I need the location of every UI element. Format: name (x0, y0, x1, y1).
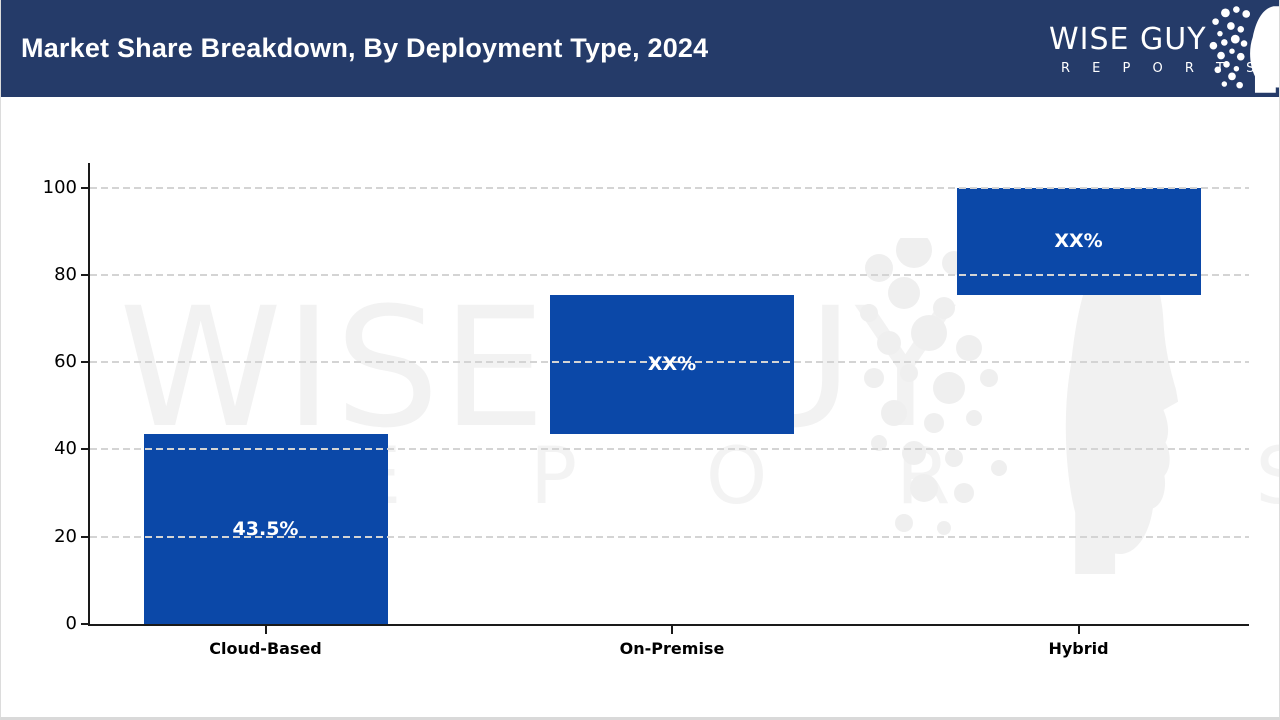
logo-subtext: R E P O R T S (1061, 61, 1264, 76)
y-tick-label: 100 (42, 176, 77, 198)
x-axis-spine (88, 624, 1249, 626)
watermark-wordmark: WISE GUY (119, 272, 958, 464)
gridline (90, 448, 1249, 451)
logo-wordmark: WISE GUY (1049, 22, 1207, 57)
y-tick-label: 20 (54, 525, 77, 547)
gridline (90, 273, 1249, 276)
y-tick-label: 60 (54, 351, 77, 373)
brand-logo: WISE GUY R E P O R T S (1041, 0, 1279, 97)
y-tick-mark (81, 361, 89, 364)
y-tick-label: 80 (54, 263, 77, 285)
bar (143, 434, 388, 624)
x-axis-label: Cloud-Based (209, 639, 322, 658)
x-tick-mark (264, 626, 267, 634)
gridline (90, 361, 1249, 364)
gridline (90, 186, 1249, 189)
bar-value-label: XX% (1054, 230, 1103, 253)
bar-value-label: 43.5% (232, 518, 299, 541)
x-tick-mark (1077, 626, 1080, 634)
bar (550, 294, 794, 435)
y-tick-mark (81, 623, 89, 625)
bar (956, 187, 1201, 295)
bar-value-label: XX% (647, 353, 697, 376)
y-tick-mark (81, 448, 89, 451)
y-axis-spine (88, 163, 90, 626)
y-tick-mark (81, 273, 89, 276)
y-tick-mark (81, 535, 89, 538)
x-axis-label: On-Premise (619, 639, 725, 658)
header-bar: Market Share Breakdown, By Deployment Ty… (1, 0, 1279, 97)
face-profile-dots-icon (1209, 6, 1279, 93)
x-tick-mark (671, 626, 673, 634)
y-tick-label: 0 (65, 613, 77, 634)
y-tick-mark (81, 186, 89, 189)
x-axis-label: Hybrid (1048, 639, 1109, 658)
page-title: Market Share Breakdown, By Deployment Ty… (21, 33, 709, 63)
y-tick-label: 40 (54, 438, 77, 460)
gridline (90, 535, 1249, 538)
